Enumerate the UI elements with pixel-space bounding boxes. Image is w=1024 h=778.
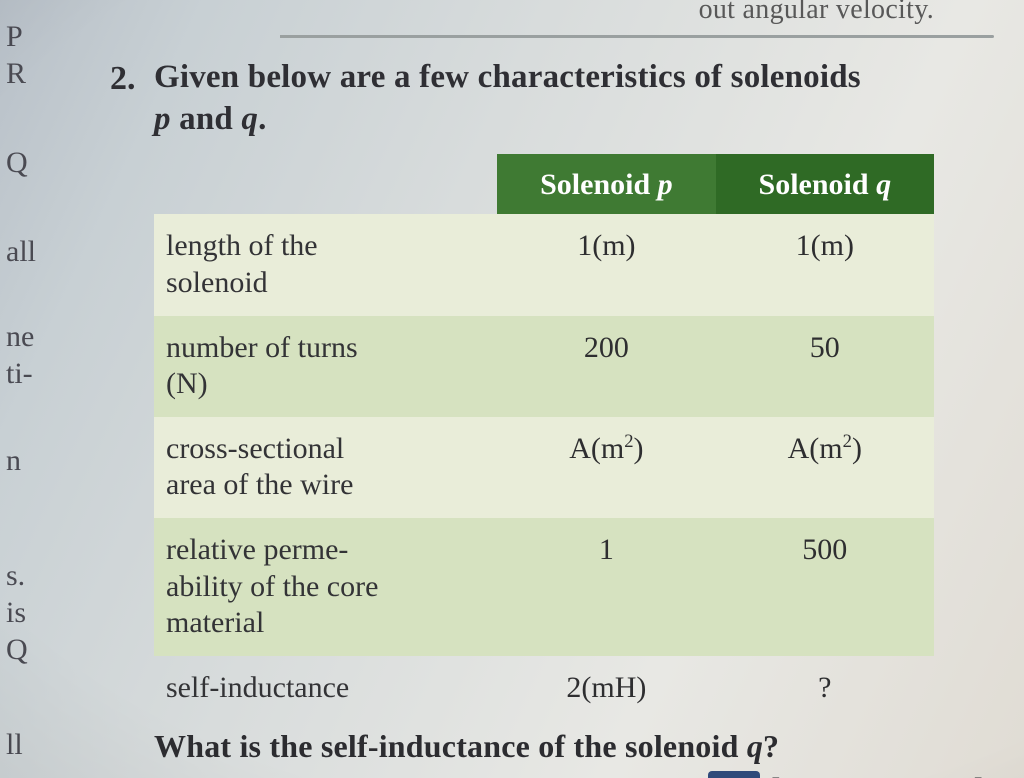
solenoid-table: Solenoid p Solenoid q length of thesolen… bbox=[154, 154, 934, 720]
margin-label: Q bbox=[0, 144, 60, 181]
row-label: cross-sectionalarea of the wire bbox=[154, 417, 497, 518]
margin-label: R bbox=[0, 55, 60, 92]
row-value-p: 1(m) bbox=[497, 214, 715, 315]
closing-after: ? bbox=[763, 728, 779, 764]
margin-label: n bbox=[0, 442, 60, 479]
table-row: length of thesolenoid1(m)1(m) bbox=[154, 214, 934, 315]
row-label: self-inductance bbox=[154, 656, 497, 721]
margin-label: ne bbox=[0, 318, 60, 355]
row-value-q: 50 bbox=[716, 316, 934, 417]
col-label: Solenoid p bbox=[540, 168, 673, 201]
row-value-q: 500 bbox=[716, 518, 934, 656]
row-value-p: 1 bbox=[497, 518, 715, 656]
data-table: Solenoid p Solenoid q length of thesolen… bbox=[154, 154, 934, 720]
question-prompt: Given below are a few characteristics of… bbox=[154, 56, 992, 140]
margin-label: ti- bbox=[0, 355, 60, 392]
row-label: relative perme-ability of the coremateri… bbox=[154, 518, 497, 656]
row-value-q: ? bbox=[716, 656, 934, 721]
row-label: number of turns(N) bbox=[154, 316, 497, 417]
margin-label: ll bbox=[0, 726, 60, 763]
question-number: 2. bbox=[110, 60, 136, 98]
row-value-p: 200 bbox=[497, 316, 715, 417]
table-row: relative perme-ability of the coremateri… bbox=[154, 518, 934, 656]
previous-question-fragment: out angular velocity. bbox=[280, 0, 994, 44]
fragment-text: out angular velocity. bbox=[699, 0, 934, 26]
margin-label: Q bbox=[0, 631, 60, 668]
exam-reference: [APQ 2023 – 24] bbox=[770, 772, 984, 778]
cropped-left-margin: P R Q all ne ti- n s. is Q ll bbox=[0, 0, 60, 763]
fragment-rule bbox=[280, 35, 994, 38]
closing-var: q bbox=[747, 728, 763, 764]
table-header-row: Solenoid p Solenoid q bbox=[154, 154, 934, 214]
table-row: cross-sectionalarea of the wireA(m2)A(m2… bbox=[154, 417, 934, 518]
closing-before: What is the self-inductance of the solen… bbox=[154, 728, 747, 764]
col-solenoid-q: Solenoid q bbox=[716, 154, 934, 214]
reference-row: Ap [APQ 2023 – 24] bbox=[110, 771, 992, 778]
closing-question: What is the self-inductance of the solen… bbox=[154, 728, 992, 765]
page-scan: out angular velocity. P R Q all ne ti- n… bbox=[0, 0, 1024, 778]
row-value-q: 1(m) bbox=[716, 214, 934, 315]
source-badge: Ap bbox=[708, 771, 760, 778]
table-head: Solenoid p Solenoid q bbox=[154, 154, 934, 214]
and-word: and bbox=[171, 101, 242, 137]
prompt-suffix: . bbox=[258, 101, 266, 137]
margin-label: is bbox=[0, 594, 60, 631]
margin-label: all bbox=[0, 233, 60, 270]
var-q: q bbox=[241, 101, 258, 137]
col-label: Solenoid q bbox=[759, 168, 892, 201]
row-value-q: A(m2) bbox=[716, 417, 934, 518]
var-p: p bbox=[154, 101, 171, 137]
row-value-p: 2(mH) bbox=[497, 656, 715, 721]
col-solenoid-p: Solenoid p bbox=[497, 154, 715, 214]
col-blank bbox=[154, 154, 497, 214]
question-block: 2. Given below are a few characteristics… bbox=[110, 56, 992, 778]
table-row: number of turns(N)20050 bbox=[154, 316, 934, 417]
margin-label: P bbox=[0, 18, 60, 55]
table-row: self-inductance2(mH)? bbox=[154, 656, 934, 721]
table-body: length of thesolenoid1(m)1(m)number of t… bbox=[154, 214, 934, 720]
row-label: length of thesolenoid bbox=[154, 214, 497, 315]
margin-label: s. bbox=[0, 557, 60, 594]
row-value-p: A(m2) bbox=[497, 417, 715, 518]
prompt-line1: Given below are a few characteristics of… bbox=[154, 59, 861, 95]
